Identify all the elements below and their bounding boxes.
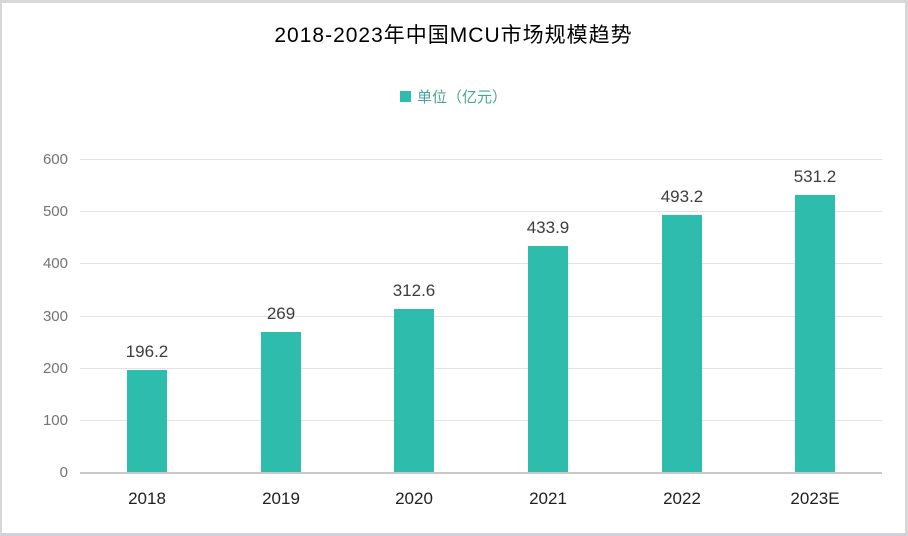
bar-value-label: 493.2 [660, 187, 704, 206]
bar [261, 332, 301, 472]
gridline [80, 420, 882, 421]
gridline [80, 159, 882, 160]
gridline [80, 316, 882, 317]
y-axis-tick-label: 100 [42, 412, 68, 429]
x-axis-tick-label: 2018 [128, 489, 166, 508]
bar [795, 195, 835, 472]
x-axis-tick-label: 2021 [529, 489, 567, 508]
gridline [80, 211, 882, 212]
y-axis-tick-label: 500 [42, 203, 68, 220]
x-axis-tick-label: 2019 [262, 489, 300, 508]
bar [662, 215, 702, 472]
x-axis-tick-label: 2023E [790, 489, 840, 508]
y-axis-tick-label: 200 [42, 360, 68, 377]
bar-value-label: 531.2 [793, 167, 837, 186]
gridline [80, 263, 882, 264]
legend: 单位（亿元） [2, 86, 905, 107]
legend-label: 单位（亿元） [416, 89, 507, 106]
y-axis-tick-label: 600 [42, 151, 68, 168]
gridline [80, 368, 882, 369]
bar [127, 370, 167, 472]
plot-area: 0 100 200 300 400 500 600 196.2 2018 269 2019 312.6… [2, 3, 905, 533]
legend-swatch-icon [399, 91, 411, 102]
y-axis-tick-label: 0 [59, 464, 68, 481]
x-axis-tick-label: 2020 [395, 489, 433, 508]
bar-value-label: 312.6 [392, 281, 436, 300]
y-axis-tick-label: 400 [42, 255, 68, 272]
bar-value-label: 433.9 [526, 218, 570, 237]
bar-value-label: 196.2 [125, 342, 169, 361]
bar [394, 309, 434, 472]
bar [528, 246, 568, 472]
bar-value-label: 269 [266, 304, 296, 323]
x-axis-line [80, 472, 882, 474]
y-axis-tick-label: 300 [42, 308, 68, 325]
x-axis-tick-label: 2022 [663, 489, 701, 508]
chart-title: 2018-2023年中国MCU市场规模趋势 [274, 24, 633, 47]
